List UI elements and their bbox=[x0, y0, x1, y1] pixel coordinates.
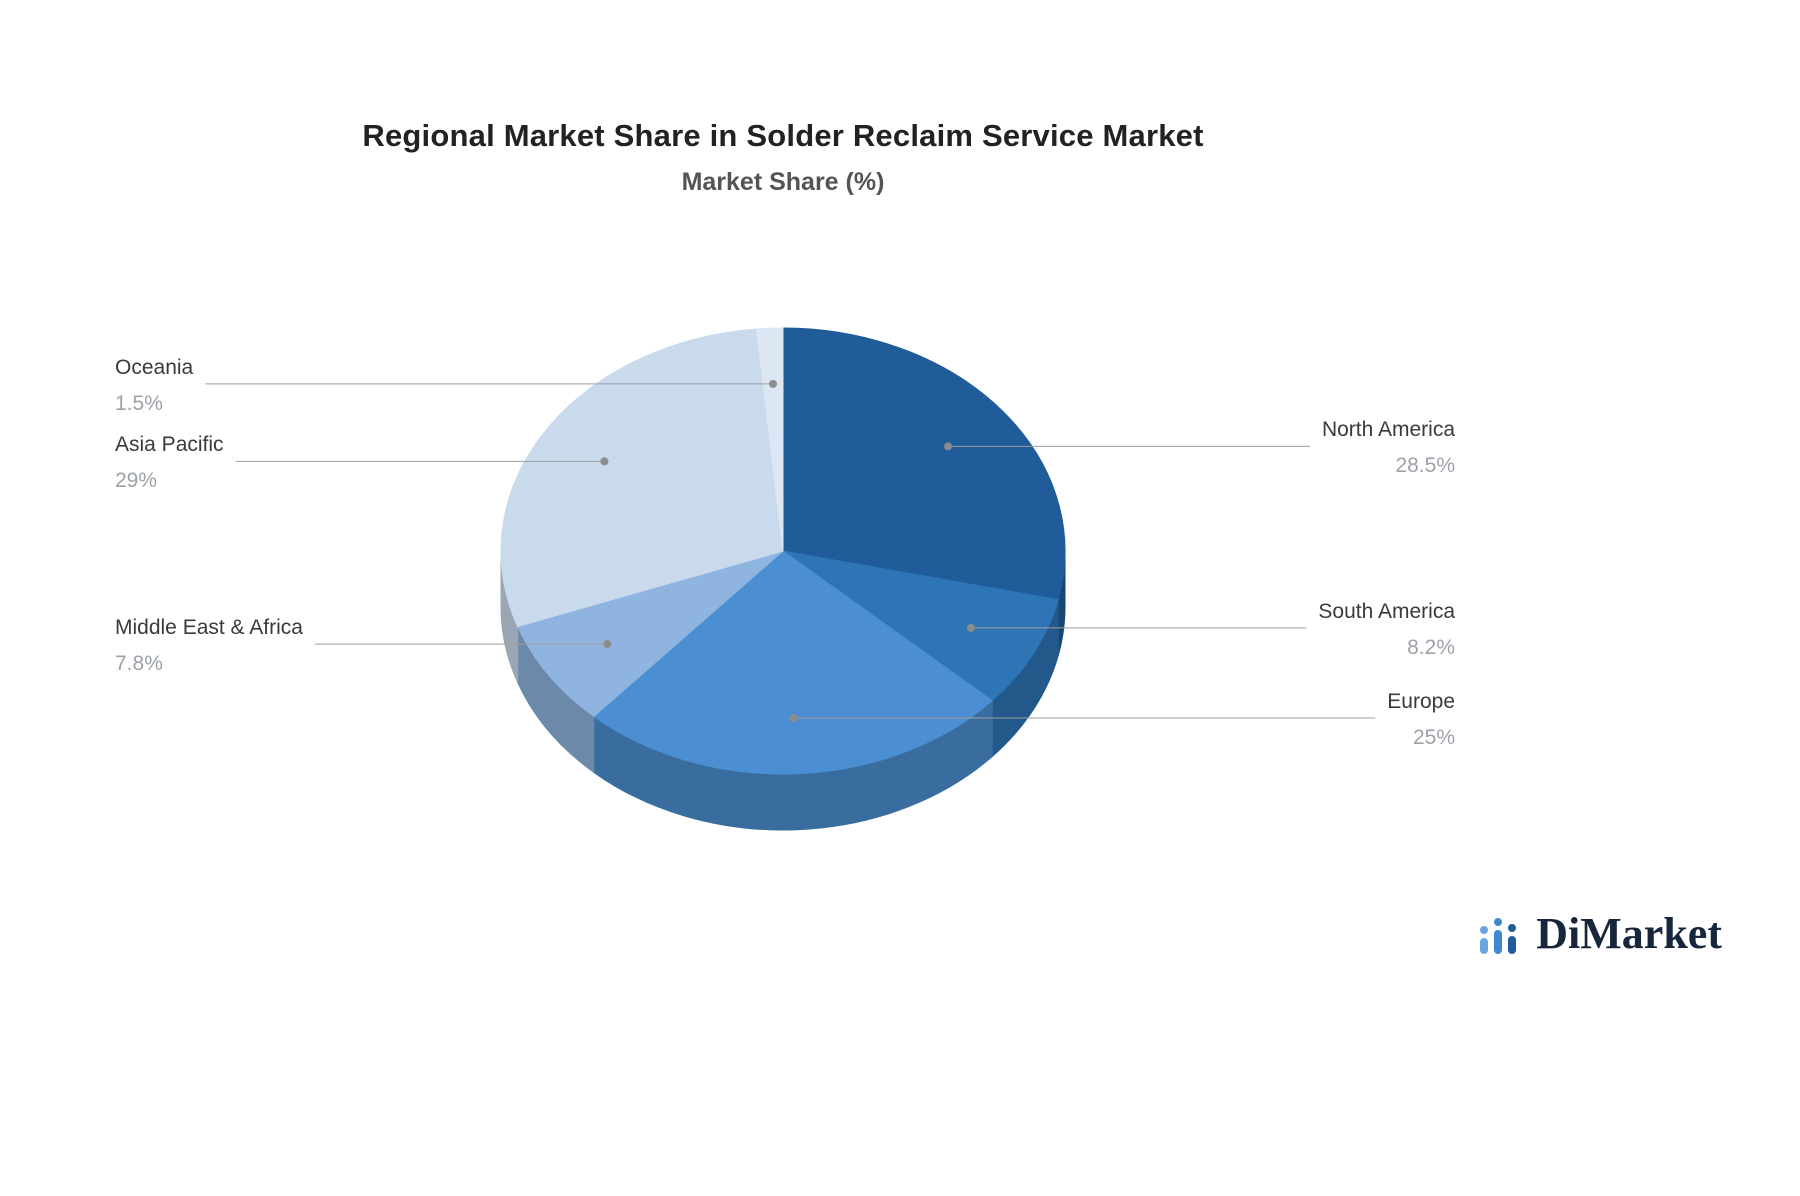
pie-slice-asia-pacific[interactable] bbox=[500, 328, 784, 628]
brand-chart-icon bbox=[1480, 918, 1517, 954]
pie-slice-north-america[interactable] bbox=[782, 327, 1066, 601]
brand-name: DiMarket bbox=[1536, 909, 1722, 958]
pie-slice-middle-east-africa[interactable] bbox=[516, 550, 784, 718]
callout-dot bbox=[769, 379, 778, 388]
chart-subtitle: Market Share (%) bbox=[681, 168, 885, 196]
callout-dot bbox=[600, 457, 609, 466]
pie-slice-south-america[interactable] bbox=[782, 550, 1059, 702]
chart-title: Regional Market Share in Solder Reclaim … bbox=[362, 118, 1204, 153]
callout-dot bbox=[944, 442, 953, 451]
callout-dot bbox=[789, 714, 798, 723]
callout-dot bbox=[966, 623, 975, 632]
brand-logo: DiMarket bbox=[1474, 903, 1722, 965]
callout-dot bbox=[603, 640, 612, 649]
